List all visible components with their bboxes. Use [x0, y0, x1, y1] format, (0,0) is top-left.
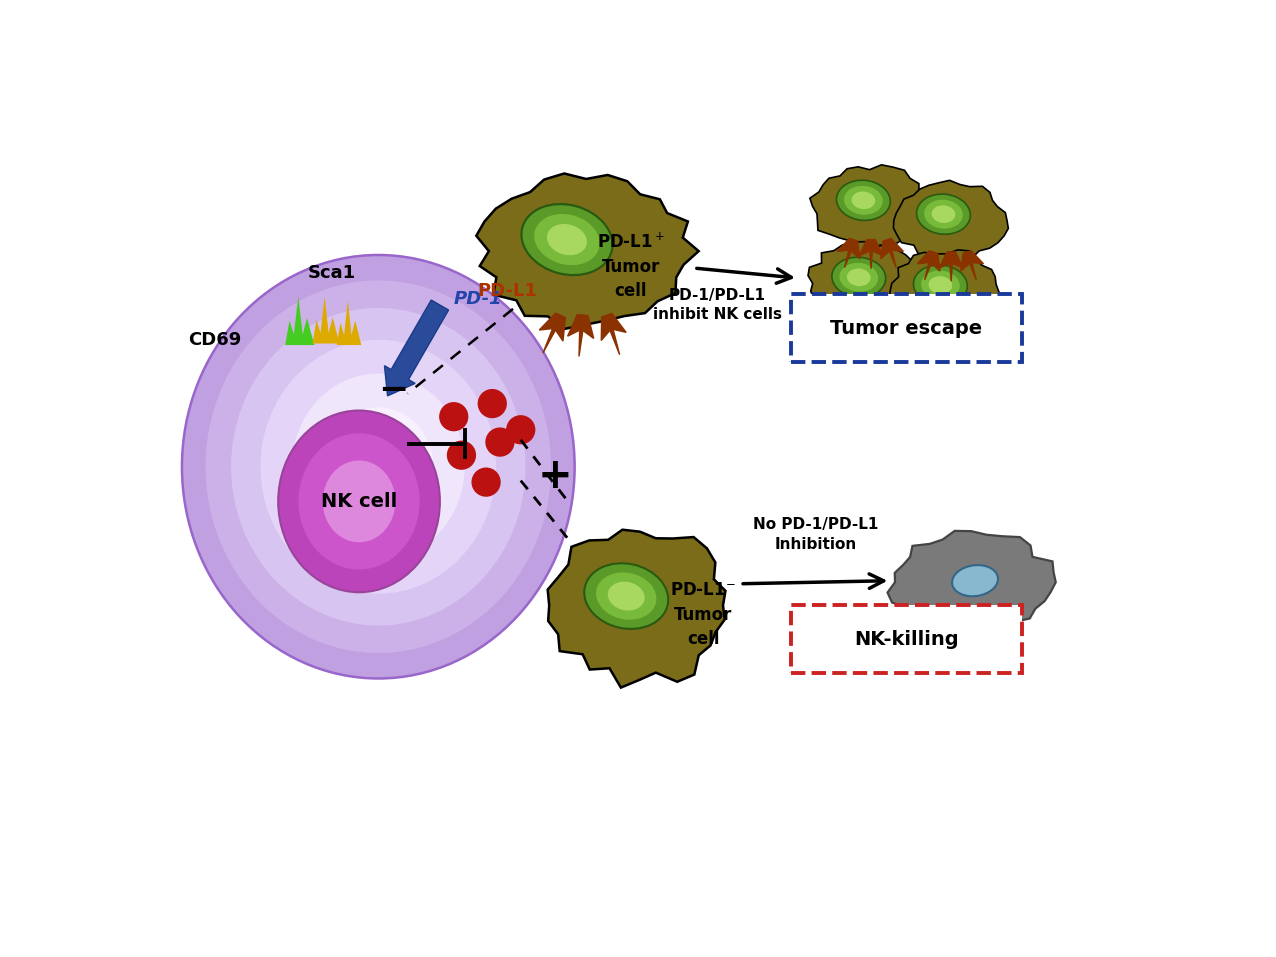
Text: CD69: CD69 [189, 331, 241, 348]
Text: PD-L1$^{-}$: PD-L1$^{-}$ [670, 581, 736, 599]
Ellipse shape [840, 263, 878, 292]
Text: Tumor escape: Tumor escape [831, 319, 983, 338]
Polygon shape [476, 173, 699, 329]
Ellipse shape [231, 308, 526, 626]
Polygon shape [914, 323, 937, 352]
Text: +: + [538, 455, 573, 497]
Text: NK cell: NK cell [322, 492, 397, 511]
Ellipse shape [547, 224, 587, 256]
Ellipse shape [507, 415, 536, 444]
Ellipse shape [278, 411, 440, 592]
Ellipse shape [535, 214, 600, 265]
Ellipse shape [596, 572, 656, 620]
Text: Tumor: Tumor [602, 257, 660, 276]
Ellipse shape [931, 206, 956, 223]
Polygon shape [958, 323, 980, 352]
Ellipse shape [929, 277, 952, 294]
Ellipse shape [485, 428, 514, 456]
Ellipse shape [832, 257, 886, 298]
Ellipse shape [323, 460, 396, 543]
Ellipse shape [260, 340, 496, 593]
Ellipse shape [447, 440, 476, 470]
Polygon shape [313, 297, 339, 344]
Text: Sca1: Sca1 [308, 264, 356, 281]
Text: PD-1/PD-L1
inhibit NK cells: PD-1/PD-L1 inhibit NK cells [652, 288, 782, 323]
FancyBboxPatch shape [791, 294, 1022, 362]
Text: cell: cell [686, 631, 720, 648]
Polygon shape [937, 324, 960, 353]
Polygon shape [855, 317, 878, 345]
Text: No PD-1/PD-L1
Inhibition: No PD-1/PD-L1 Inhibition [753, 517, 878, 552]
Ellipse shape [921, 271, 960, 300]
Polygon shape [893, 180, 1008, 262]
FancyBboxPatch shape [791, 606, 1022, 673]
Ellipse shape [522, 204, 612, 275]
Polygon shape [547, 529, 726, 688]
Ellipse shape [837, 180, 891, 220]
Text: Tumor: Tumor [674, 606, 732, 624]
Text: −: − [379, 372, 408, 407]
Ellipse shape [916, 194, 970, 234]
Text: PD-L1$^+$: PD-L1$^+$ [597, 233, 665, 252]
Text: cell: cell [615, 282, 647, 300]
Ellipse shape [607, 582, 644, 611]
Ellipse shape [471, 468, 500, 497]
Polygon shape [877, 316, 898, 345]
Ellipse shape [439, 402, 468, 432]
Polygon shape [837, 238, 860, 268]
Polygon shape [833, 316, 855, 345]
Ellipse shape [182, 255, 574, 679]
Text: NK-killing: NK-killing [854, 630, 958, 649]
Ellipse shape [843, 186, 883, 214]
Text: PD-L1: PD-L1 [477, 282, 537, 300]
Polygon shape [880, 238, 903, 268]
Polygon shape [917, 251, 940, 279]
Polygon shape [337, 300, 361, 345]
Polygon shape [859, 239, 883, 269]
Ellipse shape [584, 564, 669, 629]
Ellipse shape [205, 280, 551, 653]
Polygon shape [568, 315, 593, 356]
Polygon shape [888, 531, 1055, 632]
Polygon shape [889, 250, 1003, 331]
Ellipse shape [299, 434, 420, 569]
Ellipse shape [914, 265, 967, 305]
Polygon shape [808, 242, 921, 324]
Ellipse shape [952, 565, 998, 596]
Ellipse shape [847, 269, 870, 286]
Polygon shape [285, 297, 314, 345]
Polygon shape [961, 251, 984, 279]
FancyArrow shape [384, 300, 449, 396]
Polygon shape [601, 314, 627, 355]
Text: PD-1: PD-1 [454, 290, 503, 308]
Polygon shape [939, 252, 963, 281]
Ellipse shape [477, 389, 507, 418]
Ellipse shape [292, 373, 464, 560]
Ellipse shape [924, 200, 963, 229]
Ellipse shape [851, 191, 875, 210]
Polygon shape [810, 165, 926, 248]
Ellipse shape [323, 408, 434, 526]
Polygon shape [540, 313, 565, 353]
